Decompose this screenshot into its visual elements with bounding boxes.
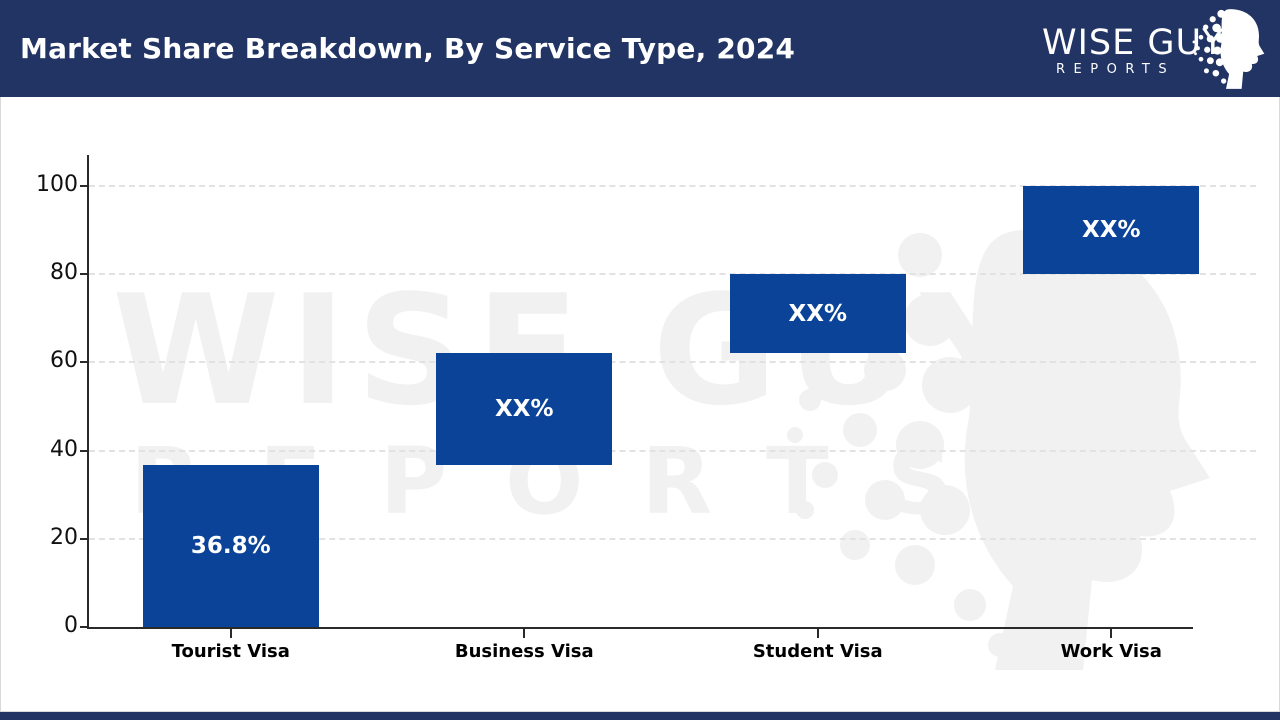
gridline: [89, 361, 1256, 364]
bar-value-label: XX%: [494, 396, 554, 423]
bar: 36.8%: [142, 464, 319, 627]
y-tick: [80, 449, 89, 452]
gridline: [89, 449, 1256, 452]
gridline: [89, 537, 1256, 540]
page-title: Market Share Breakdown, By Service Type,…: [20, 32, 796, 65]
bar: XX%: [729, 274, 906, 354]
header-bar: Market Share Breakdown, By Service Type,…: [0, 0, 1280, 97]
y-tick: [80, 626, 89, 628]
footer-bar: [0, 712, 1280, 720]
y-tick: [80, 361, 89, 364]
y-tick-label: 20: [50, 524, 78, 550]
y-tick-label: 40: [50, 436, 78, 462]
y-tick: [80, 184, 89, 187]
y-tick-label: 60: [50, 348, 78, 374]
bar-value-label: XX%: [788, 300, 847, 327]
x-tick: [523, 629, 526, 638]
y-tick: [80, 537, 89, 540]
gridline: [89, 273, 1256, 275]
y-tick-label: 0: [64, 613, 78, 638]
x-tick: [229, 629, 232, 638]
x-tick: [816, 629, 819, 638]
x-tick: [1110, 629, 1113, 638]
y-tick-label: 80: [50, 260, 78, 285]
bar-value-label: 36.8%: [190, 532, 271, 559]
bar: XX%: [436, 353, 613, 465]
x-tick-label: Business Visa: [454, 641, 594, 662]
y-tick-label: 100: [36, 171, 78, 197]
y-axis: [87, 155, 89, 629]
wiseguy-logo: WISE GUY REPORTS: [1016, 0, 1266, 97]
bar: XX%: [1023, 185, 1200, 274]
x-axis: [87, 627, 1193, 629]
logo-subtext: REPORTS: [1056, 62, 1176, 77]
x-tick-label: Student Visa: [752, 641, 883, 662]
bar-value-label: XX%: [1081, 216, 1141, 243]
gridline: [89, 184, 1256, 187]
wiseguy-head-icon: [1192, 9, 1265, 89]
x-tick-label: Tourist Visa: [171, 641, 290, 662]
x-tick-label: Work Visa: [1060, 641, 1162, 662]
y-tick: [80, 273, 89, 275]
